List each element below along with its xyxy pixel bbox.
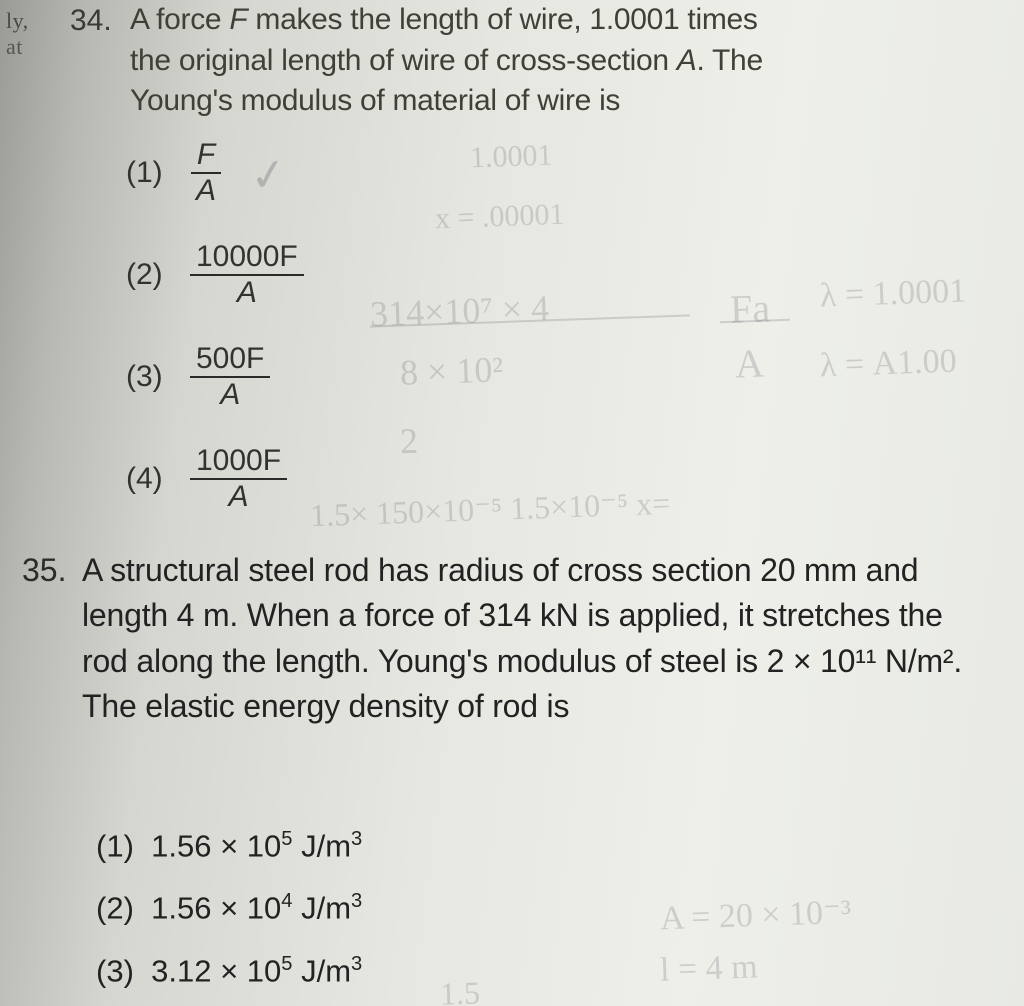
- q34-options: (1) F A (2) 10000F A (3) 500F A (4) 1000…: [126, 140, 304, 548]
- q35-option-3: (3) 3.12 × 105 J/m3: [96, 953, 362, 989]
- q34-option-3: (3) 500F A: [126, 344, 304, 410]
- q35-option-2: (2) 1.56 × 104 J/m3: [96, 890, 362, 926]
- margin-line-2: at: [6, 34, 29, 60]
- margin-note: ly, at: [6, 8, 29, 61]
- option-paren: (4): [126, 462, 176, 496]
- fraction: F A: [190, 140, 222, 206]
- handwriting: A: [734, 340, 765, 388]
- handwriting: x = .00001: [434, 198, 565, 236]
- handwriting-line: [720, 319, 790, 323]
- q35-option-1: (1) 1.56 × 105 J/m3: [96, 828, 362, 864]
- fraction: 10000F A: [190, 242, 304, 308]
- option-paren: (3): [126, 360, 176, 394]
- handwriting: l = 4 m: [659, 948, 758, 989]
- handwriting: 8 × 10²: [399, 348, 504, 394]
- handwriting: 2: [399, 420, 418, 463]
- margin-line-1: ly,: [6, 8, 29, 34]
- q34-line2: the original length of wire of cross-sec…: [130, 41, 950, 82]
- handwriting: Fa: [729, 284, 771, 332]
- q34-line3: Young's modulus of material of wire is: [130, 81, 950, 122]
- handwriting: λ = A1.00: [819, 343, 957, 386]
- handwriting: 1.0001: [469, 139, 553, 176]
- handwriting: A = 20 × 10⁻³: [659, 892, 851, 939]
- q34-option-4: (4) 1000F A: [126, 446, 304, 512]
- pencil-checkmark-icon: ✓: [247, 148, 291, 204]
- q34-text: A force F makes the length of wire, 1.00…: [130, 0, 950, 122]
- q34-line1: A force F makes the length of wire, 1.00…: [130, 0, 950, 41]
- q34-option-2: (2) 10000F A: [126, 242, 304, 308]
- handwriting: λ = 1.0001: [819, 272, 966, 315]
- option-paren: (2): [126, 258, 176, 292]
- fraction: 1000F A: [190, 446, 287, 512]
- handwriting: 1.5× 150×10⁻⁵ 1.5×10⁻⁵ x=: [309, 484, 670, 535]
- handwriting: 314×10⁷ × 4: [369, 287, 550, 335]
- q34-number: 34.: [70, 4, 112, 38]
- q35-options: (1) 1.56 × 105 J/m3 (2) 1.56 × 104 J/m3 …: [96, 828, 362, 1006]
- handwriting-line: [370, 314, 690, 327]
- fraction: 500F A: [190, 344, 270, 410]
- q35-text: A structural steel rod has radius of cro…: [82, 548, 982, 730]
- handwriting: 1.5: [439, 974, 480, 1006]
- option-paren: (1): [126, 156, 176, 190]
- q35-number: 35.: [22, 552, 66, 589]
